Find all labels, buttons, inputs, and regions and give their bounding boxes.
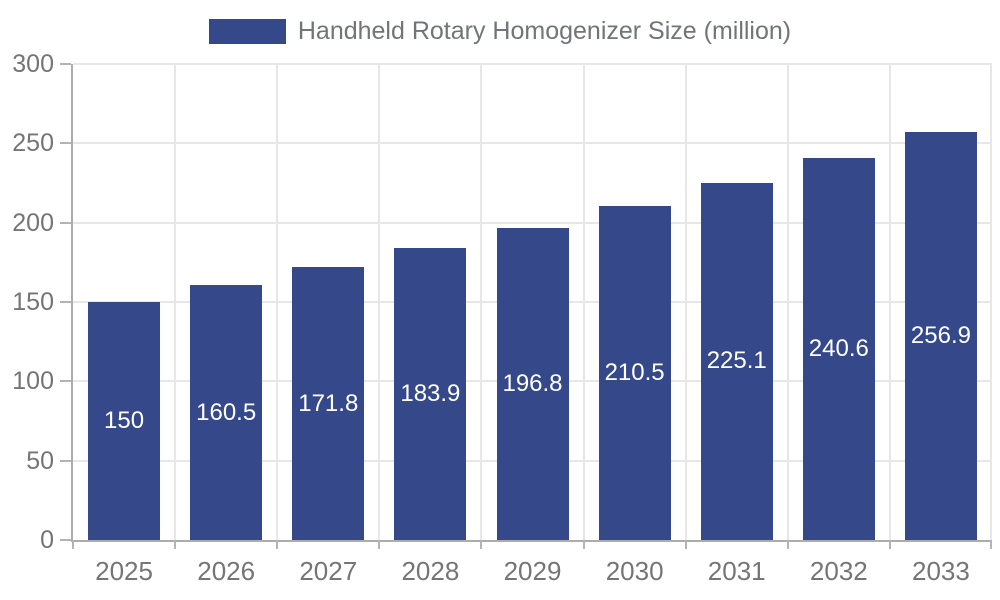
bar-value-label: 240.6 <box>808 335 869 363</box>
gridline-horizontal <box>73 142 992 145</box>
bar-2029[interactable] <box>496 227 569 540</box>
bar-value-label: 171.8 <box>298 389 359 417</box>
bar-2025[interactable] <box>88 302 161 540</box>
bar-2030[interactable] <box>598 206 671 540</box>
y-axis-tick <box>60 539 71 541</box>
gridline-vertical <box>276 64 278 540</box>
x-axis-tick <box>889 540 891 549</box>
x-axis-tick <box>378 540 380 549</box>
y-axis-label: 50 <box>26 446 54 475</box>
x-axis-label: 2029 <box>503 556 562 586</box>
y-axis-tick <box>60 380 71 383</box>
y-axis-line <box>71 64 73 542</box>
x-axis-label: 2027 <box>299 556 358 586</box>
x-axis-tick <box>685 540 687 549</box>
x-axis-tick <box>990 540 992 549</box>
bar-value-label: 150 <box>104 407 145 434</box>
x-axis-label: 2025 <box>95 556 153 586</box>
x-axis-tick <box>480 540 482 549</box>
gridline-horizontal <box>73 63 992 65</box>
bar-value-label: 225.1 <box>706 347 767 375</box>
gridline-vertical <box>990 64 992 540</box>
x-axis-tick <box>72 540 74 549</box>
x-axis-label: 2026 <box>197 556 256 586</box>
bar-value-label: 183.9 <box>400 380 461 408</box>
y-axis-tick <box>60 459 71 462</box>
gridline-vertical <box>685 64 687 540</box>
legend[interactable]: Handheld Rotary Homogenizer Size (millio… <box>0 17 1000 45</box>
x-axis-label: 2028 <box>401 556 460 586</box>
y-axis-label: 200 <box>12 208 54 237</box>
bar-2028[interactable] <box>394 248 467 540</box>
y-axis-tick <box>60 63 71 65</box>
y-axis-tick <box>60 142 71 145</box>
gridline-horizontal <box>73 221 992 224</box>
x-axis-line <box>71 540 992 542</box>
bar-2031[interactable] <box>700 182 773 540</box>
gridline-vertical <box>787 64 789 540</box>
bar-value-label: 256.9 <box>910 322 971 350</box>
gridline-vertical <box>889 64 891 540</box>
bar-value-label: 210.5 <box>604 359 665 386</box>
y-axis-label: 250 <box>12 129 54 158</box>
x-axis-label: 2031 <box>707 556 766 586</box>
legend-swatch-icon <box>208 18 286 44</box>
y-axis-label: 300 <box>12 50 54 78</box>
x-axis-label: 2030 <box>605 556 664 586</box>
y-axis-label: 150 <box>12 288 54 316</box>
x-axis-label: 2033 <box>912 556 970 586</box>
bar-2027[interactable] <box>292 267 365 540</box>
y-axis-label: 0 <box>40 526 54 554</box>
x-axis-tick <box>276 540 278 549</box>
y-axis-tick <box>60 301 71 303</box>
gridline-vertical <box>480 64 482 540</box>
legend-label: Handheld Rotary Homogenizer Size (millio… <box>297 17 792 45</box>
gridline-vertical <box>378 64 380 540</box>
bar-2032[interactable] <box>802 158 875 540</box>
x-axis-label: 2032 <box>809 556 868 586</box>
bar-2026[interactable] <box>190 285 263 540</box>
x-axis-tick <box>787 540 789 549</box>
bar-value-label: 196.8 <box>502 369 563 397</box>
y-axis-tick <box>60 221 71 224</box>
x-axis-tick <box>583 540 585 549</box>
bar-value-label: 160.5 <box>196 398 257 426</box>
plot-area: 150 160.5 171.8 183.9 196.8 210.5 225.1 240.6 25… <box>73 63 992 540</box>
gridline-vertical <box>583 64 585 540</box>
gridline-vertical <box>174 64 176 540</box>
bar-2033[interactable] <box>904 132 977 540</box>
y-axis-label: 100 <box>12 367 54 396</box>
x-axis-tick <box>174 540 176 549</box>
